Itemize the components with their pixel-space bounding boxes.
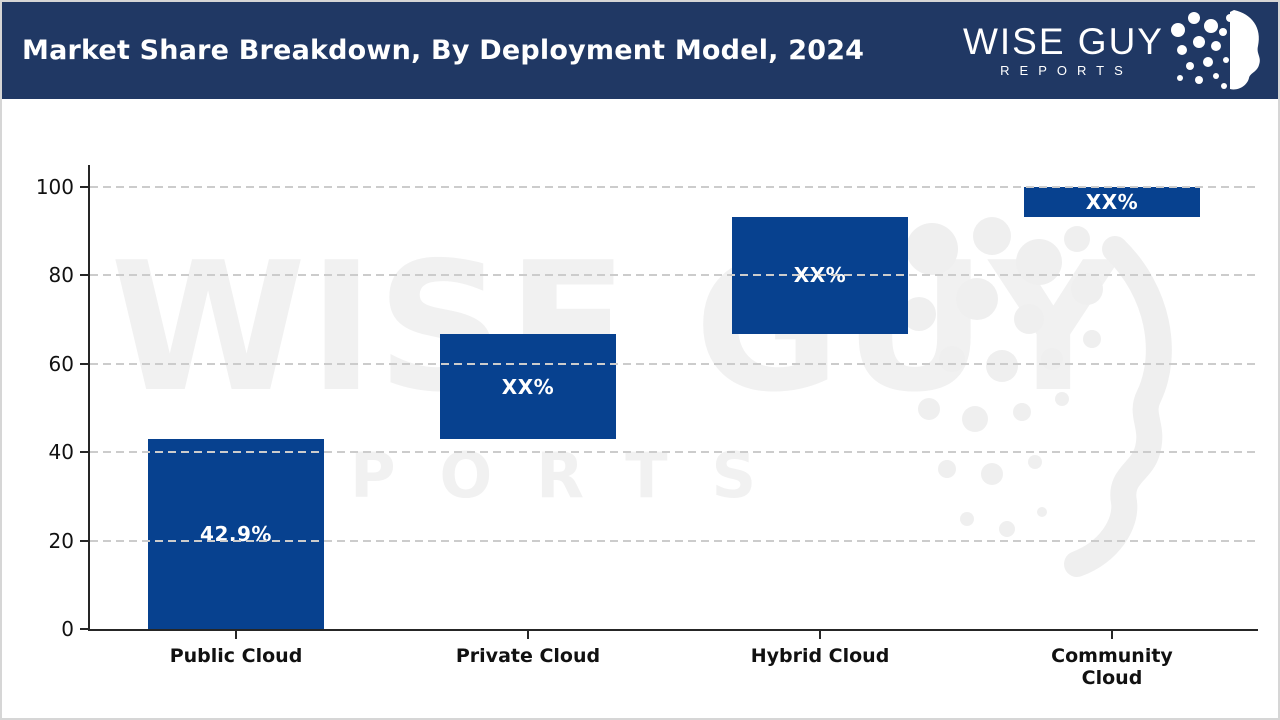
brand-logo: WISE GUY REPORTS [963,8,1278,94]
y-tick-mark [80,186,88,189]
logo-name-text: WISE GUY [962,21,1164,62]
x-tick-label: Private Cloud [455,645,601,667]
y-tick-mark [80,451,88,454]
y-tick-label: 40 [48,440,74,465]
y-tick-mark [80,539,88,542]
logo-face-icon [1171,9,1260,89]
y-axis-line [88,165,90,629]
x-tick-mark [819,631,821,639]
y-tick-label: 20 [48,528,74,553]
x-tick-label: Community Cloud [1051,645,1173,689]
logo-reports-text: REPORTS [1000,63,1133,78]
y-tick-label: 60 [48,351,74,376]
y-tick-mark [80,628,88,630]
bar-label: XX% [501,374,555,399]
gridline [90,539,1258,542]
bar-label: XX% [1085,189,1139,214]
x-tick-label: Hybrid Cloud [750,645,890,667]
gridline [90,274,1258,277]
gridline [90,186,1258,189]
chart-area: WISE GUY REPORTS 0 20 40 60 80 100 42.9% Public… [2,99,1278,718]
bar: XX% [1024,187,1200,217]
bar: 42.9% [148,439,324,629]
y-tick-label: 80 [48,263,74,288]
page-title: Market Share Breakdown, By Deployment Mo… [22,35,865,66]
y-tick-mark [80,362,88,365]
y-tick-label: 0 [61,617,74,641]
bar-label: 42.9% [200,522,272,547]
x-tick-mark [235,631,237,639]
x-tick-mark [1111,631,1113,639]
header: Market Share Breakdown, By Deployment Mo… [2,2,1278,99]
gridline [90,362,1258,365]
watermark-face-icon [902,217,1172,577]
x-axis-line [88,629,1258,631]
gridline [90,451,1258,454]
x-tick-label: Public Cloud [169,645,303,667]
bar: XX% [440,334,616,440]
x-tick-mark [527,631,529,639]
plot-area: 0 20 40 60 80 100 42.9% Public Cloud XX% Private … [36,165,1258,689]
y-tick-mark [80,274,88,277]
y-tick-label: 100 [35,175,74,200]
logo-wordmark: WISE GUY REPORTS [963,23,1164,78]
